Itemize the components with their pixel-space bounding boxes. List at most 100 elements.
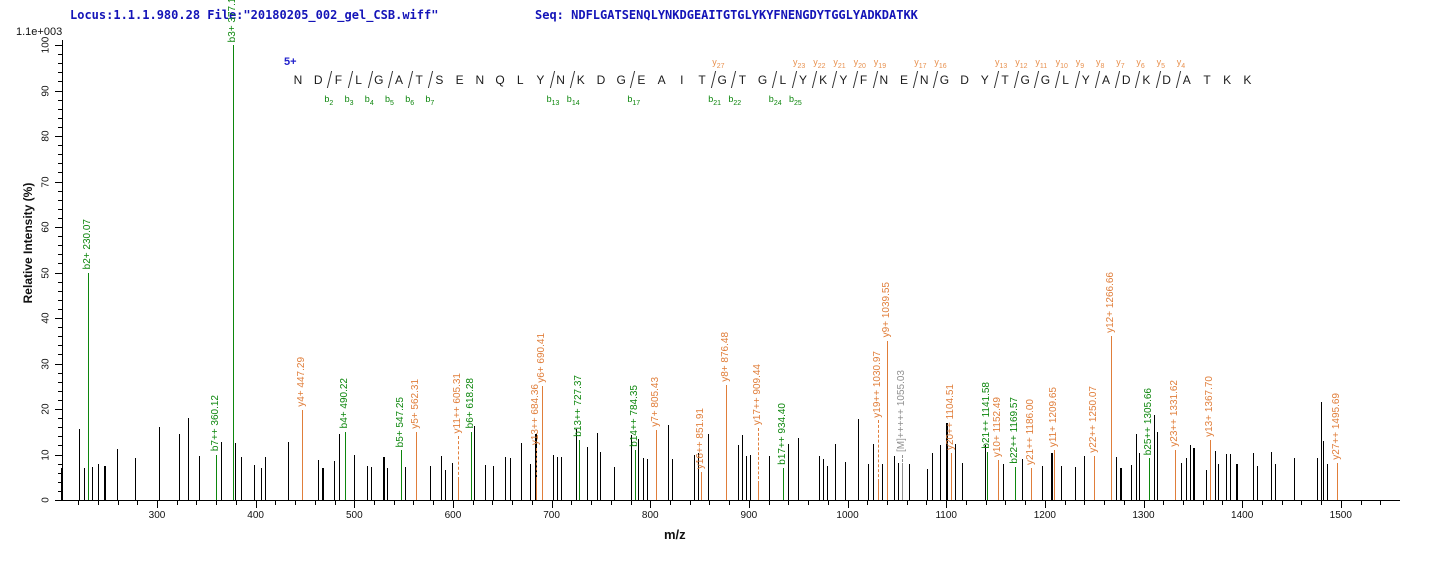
residue: D [1121, 73, 1131, 87]
unassigned-peak [441, 455, 442, 500]
unassigned-peak [61, 468, 62, 500]
residue: T [698, 73, 706, 87]
x-major-tick [1144, 501, 1145, 508]
residue: K [1142, 73, 1151, 87]
unassigned-peak [894, 455, 895, 500]
y-ion-label: y20 [853, 57, 866, 70]
unassigned-peak [587, 446, 588, 500]
residue: G [939, 73, 950, 87]
unassigned-peak [1321, 402, 1322, 500]
unassigned-peak [819, 455, 820, 500]
residue: L [516, 73, 524, 87]
y-ion-label: y19 [873, 57, 887, 70]
peak-label: y13+ 1367.70 [1204, 376, 1215, 437]
residue: T [1001, 73, 1009, 87]
y-major-tick [55, 273, 62, 274]
residue: N [475, 73, 485, 87]
y-major-tick [55, 136, 62, 137]
residue: K [1243, 73, 1252, 87]
residue: T [738, 73, 747, 87]
unassigned-peak [746, 455, 747, 500]
x-minor-tick [670, 501, 671, 505]
peak-label: y16++ 851.91 [695, 407, 706, 469]
unassigned-peak [474, 425, 475, 500]
y-ion-label: y11 [1035, 57, 1048, 70]
unassigned-peak [882, 463, 883, 500]
x-major-tick [552, 501, 553, 508]
b-ion-label: b24 [768, 94, 782, 107]
y-minor-tick [58, 191, 62, 192]
unassigned-peak [265, 457, 266, 500]
unassigned-peak [597, 433, 598, 500]
b-ion-label: b21 [708, 94, 721, 107]
b-ion-peak [1149, 458, 1150, 500]
y-minor-tick [58, 418, 62, 419]
y-minor-tick [58, 282, 62, 283]
residue: E [899, 73, 908, 87]
unassigned-peak [835, 444, 836, 500]
peak-label: [M]+++++ 1055.03 [896, 370, 907, 453]
y-minor-tick [58, 300, 62, 301]
b-ion-label: b6 [405, 94, 415, 107]
residue: D [960, 73, 969, 87]
y-tick-label: 30 [40, 357, 52, 370]
y-major-tick [55, 91, 62, 92]
residue: N [556, 73, 565, 87]
x-minor-tick [631, 501, 632, 505]
y-minor-tick [58, 81, 62, 82]
y-minor-tick [58, 327, 62, 328]
unassigned-peak [261, 468, 262, 500]
max-intensity-value: 1.1e+003 [16, 26, 63, 38]
y-ion-peak [1094, 455, 1095, 500]
unassigned-peak [199, 455, 200, 500]
unassigned-peak [1051, 453, 1053, 500]
b-ion-peak [1015, 466, 1016, 500]
b-ion-label: b3 [344, 94, 354, 107]
unassigned-peak [985, 445, 986, 500]
y-ion-label: y27 [712, 57, 725, 70]
y-major-tick [55, 227, 62, 228]
unassigned-peak [1139, 452, 1140, 500]
y-minor-tick [58, 263, 62, 264]
residue: T [1203, 73, 1211, 87]
y-minor-tick [58, 373, 62, 374]
x-major-tick [650, 501, 651, 508]
unassigned-peak [445, 470, 446, 500]
x-minor-tick [867, 501, 868, 505]
unassigned-peak [254, 464, 255, 500]
peak-label: y22++ 1250.07 [1088, 386, 1099, 453]
x-minor-tick [591, 501, 592, 505]
unassigned-peak [485, 464, 486, 500]
peak-label: b6+ 618.28 [465, 378, 476, 429]
x-minor-tick [236, 501, 237, 505]
x-minor-tick [137, 501, 138, 505]
x-tick-label: 1400 [1231, 510, 1254, 521]
b-ion-peak [401, 449, 402, 500]
y-minor-tick [58, 345, 62, 346]
unassigned-peak [367, 465, 368, 500]
peak-label: y6+ 690.41 [536, 333, 547, 384]
residue: G [1020, 73, 1030, 87]
residue: L [779, 73, 787, 87]
unassigned-peak [1317, 458, 1318, 500]
unassigned-peak [1257, 465, 1258, 500]
x-major-tick [1242, 501, 1243, 508]
b-ion-label: b4 [364, 94, 374, 107]
unassigned-peak [1061, 465, 1062, 500]
peak-label: y10+ 1152.49 [992, 396, 1003, 457]
y-tick-label: 20 [40, 403, 52, 415]
unassigned-peak [823, 459, 824, 500]
residue: Y [839, 73, 848, 87]
unassigned-peak [698, 453, 699, 500]
y-minor-tick [58, 254, 62, 255]
b-ion-label: b25 [789, 94, 802, 107]
unassigned-peak [1075, 466, 1076, 500]
y-minor-tick [58, 245, 62, 246]
peak-label: y21++ 1186.00 [1025, 399, 1036, 466]
y-minor-tick [58, 218, 62, 219]
unassigned-peak [1323, 440, 1324, 500]
b-ion-label: b17 [627, 94, 641, 107]
residue: K [576, 73, 585, 87]
unassigned-peak [510, 457, 511, 500]
unassigned-peak [932, 453, 933, 500]
